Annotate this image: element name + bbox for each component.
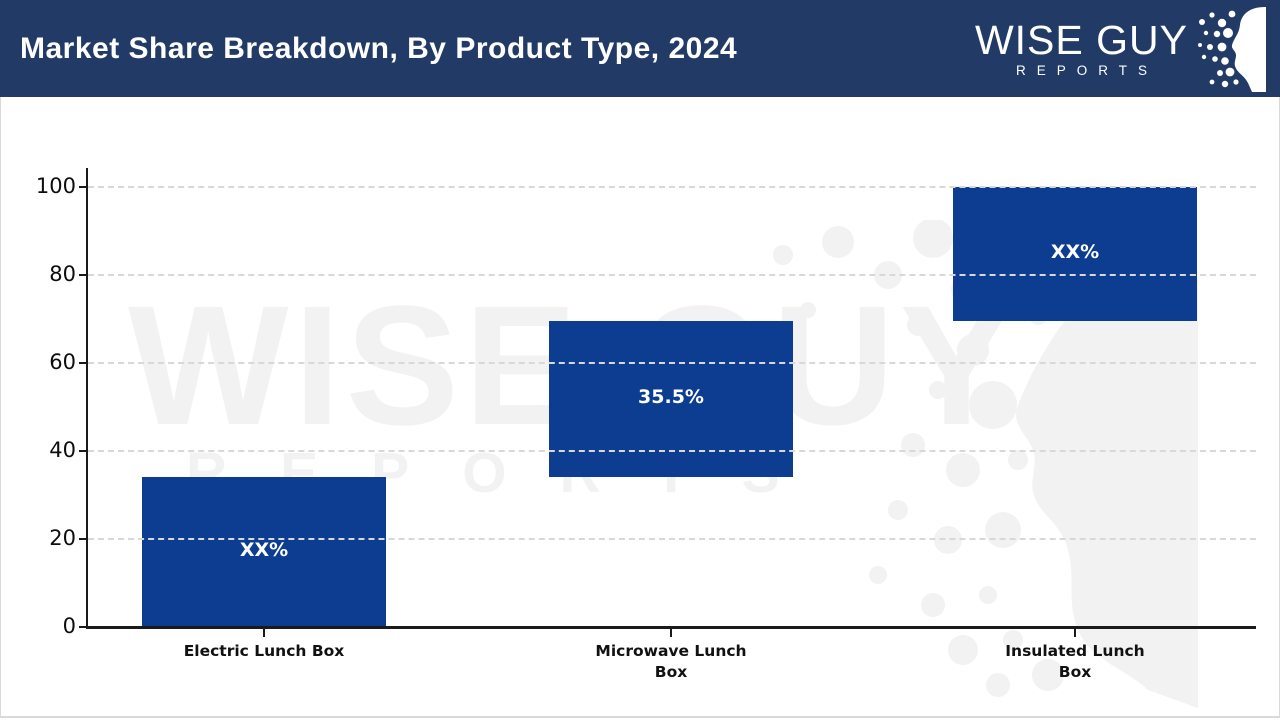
y-tick-label-0: 0: [62, 614, 76, 638]
x-tick-insulated-lunch-box: [1074, 629, 1076, 637]
bar-value-label-microwave-lunch-box: 35.5%: [638, 386, 704, 409]
bar-electric-lunch-box: [142, 477, 386, 627]
brand-subtitle: REPORTS: [1015, 62, 1158, 78]
brand-face-icon: [1198, 6, 1266, 92]
y-tick-label-60: 60: [49, 350, 76, 374]
x-axis-category-label-microwave-lunch-box: Microwave Lunch Box: [561, 641, 781, 683]
bar-value-label-insulated-lunch-box: XX%: [1050, 241, 1100, 264]
brand-name: WISE GUY: [974, 16, 1188, 63]
x-tick-electric-lunch-box: [263, 629, 265, 637]
y-tick-60: [79, 362, 86, 364]
chart-plot-area: 0 20 40 60 80 100 XX% Electric Lunch Box 35.5% Mi…: [0, 97, 1280, 720]
gridline-100: [88, 186, 1256, 188]
x-axis-category-label-electric-lunch-box: Electric Lunch Box: [154, 641, 374, 662]
y-tick-0: [79, 626, 86, 628]
x-tick-microwave-lunch-box: [670, 629, 672, 637]
y-tick-40: [79, 450, 86, 452]
brand-logo: WISE GUY REPORTS: [975, 0, 1266, 97]
brand-logo-text: WISE GUY REPORTS: [974, 16, 1188, 78]
y-tick-20: [79, 538, 86, 540]
bar-insulated-lunch-box: [953, 187, 1197, 322]
header-bar: Market Share Breakdown, By Product Type,…: [0, 0, 1280, 97]
gridline-20: [88, 538, 1256, 540]
gridline-80: [88, 274, 1256, 276]
y-tick-80: [79, 274, 86, 276]
y-tick-label-40: 40: [49, 438, 76, 462]
y-tick-label-80: 80: [49, 262, 76, 286]
category-label-line: Electric Lunch Box: [183, 642, 345, 660]
y-tick-label-100: 100: [35, 174, 76, 198]
y-axis-line: [86, 168, 88, 629]
y-tick-100: [79, 186, 86, 188]
page-border-bottom: [0, 716, 1280, 718]
x-axis-category-label-insulated-lunch-box: Insulated Lunch Box: [965, 641, 1185, 683]
y-tick-label-20: 20: [49, 526, 76, 550]
page-title: Market Share Breakdown, By Product Type,…: [20, 31, 738, 65]
category-label-line: Box: [1058, 663, 1092, 681]
category-label-line: Box: [654, 663, 688, 681]
gridline-60: [88, 362, 1256, 364]
gridline-40: [88, 450, 1256, 452]
category-label-line: Microwave Lunch: [595, 642, 747, 660]
x-axis-line: [86, 626, 1256, 629]
category-label-line: Insulated Lunch: [1005, 642, 1145, 660]
page-border-left: [0, 97, 1, 717]
bar-value-label-electric-lunch-box: XX%: [239, 539, 289, 562]
